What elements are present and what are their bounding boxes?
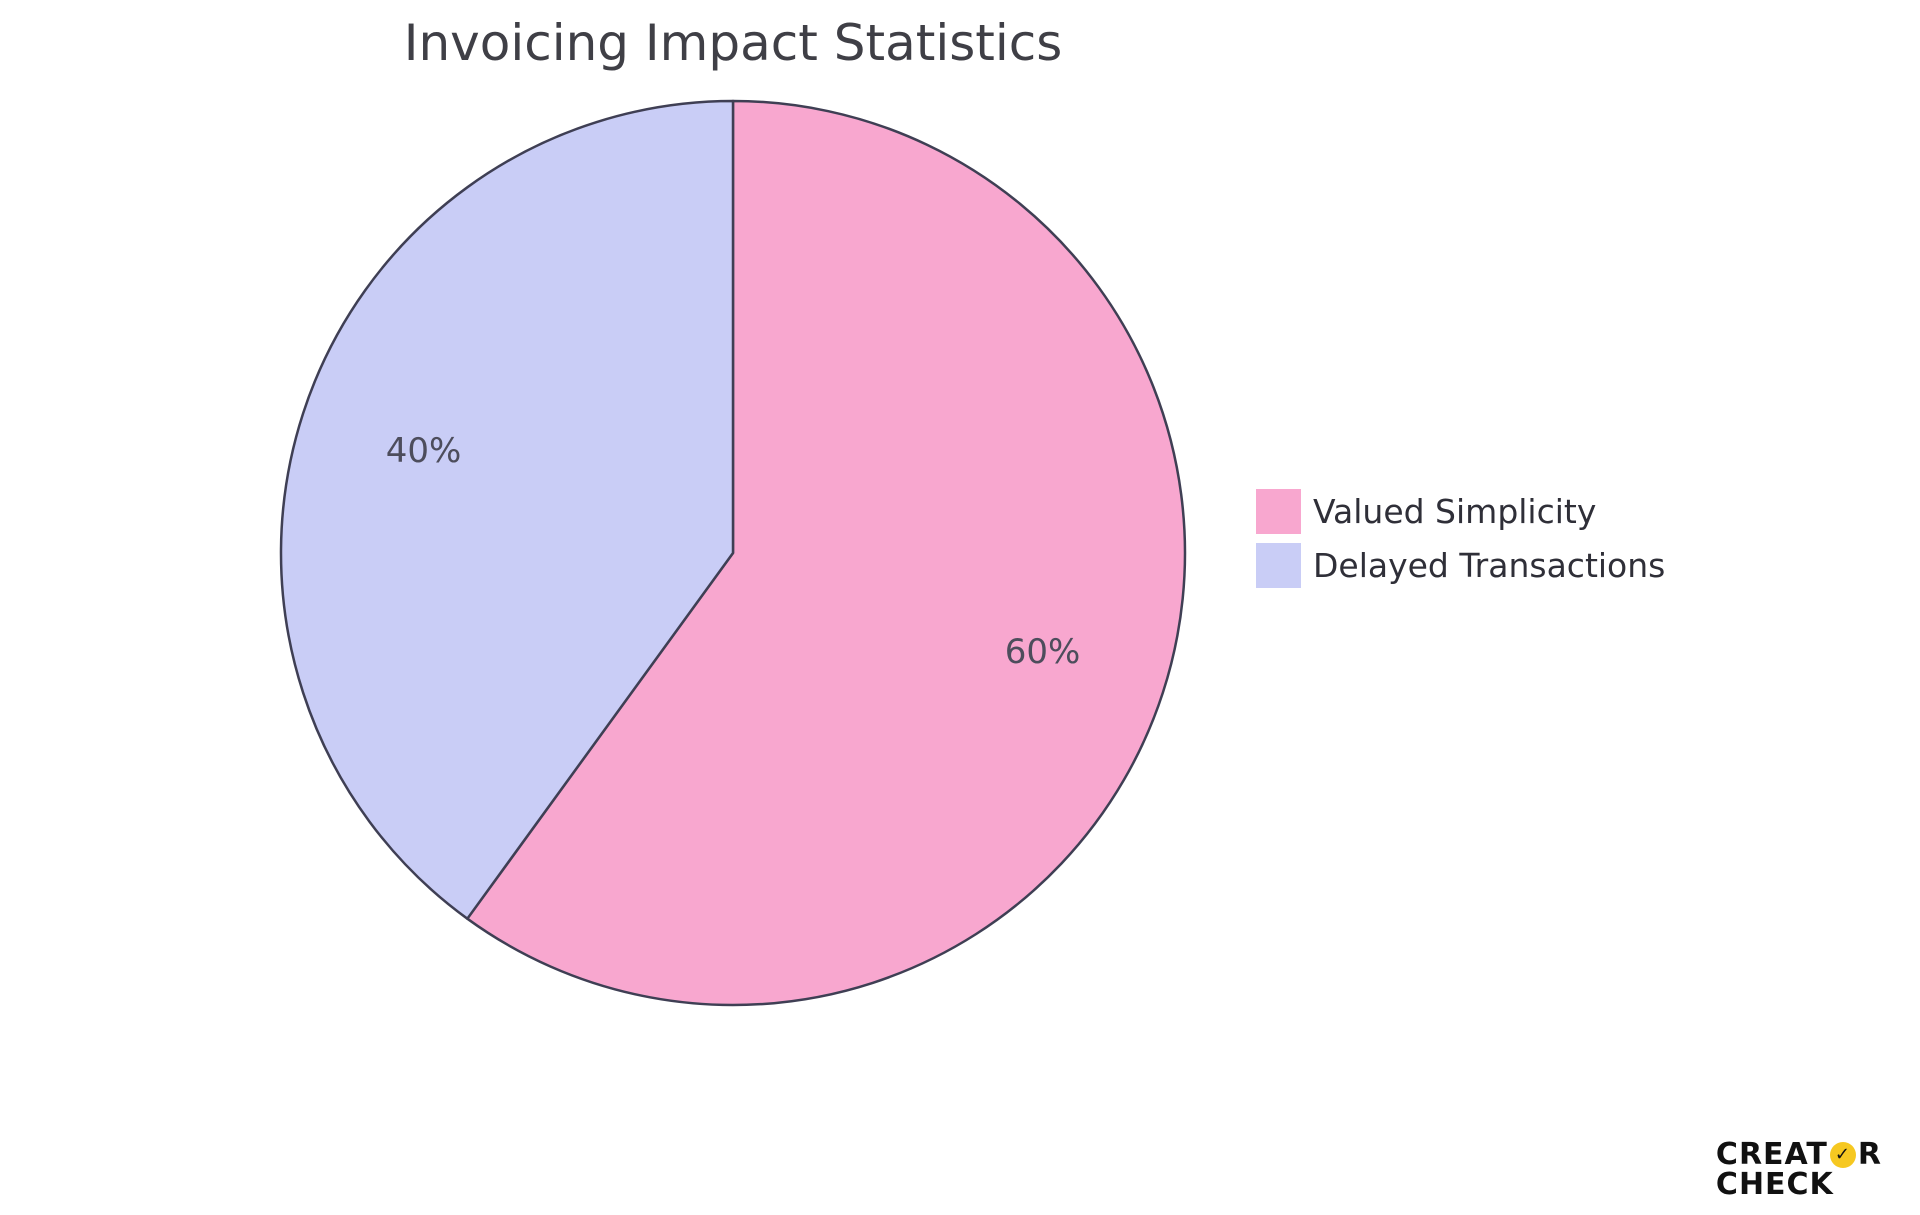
legend-swatch-delayed-transactions (1256, 543, 1301, 588)
legend-item: Valued Simplicity (1256, 489, 1665, 534)
legend-swatch-valued-simplicity (1256, 489, 1301, 534)
pie-slice-percentage-label: 40% (386, 431, 462, 471)
legend-label-delayed-transactions: Delayed Transactions (1313, 546, 1666, 585)
legend-item: Delayed Transactions (1256, 543, 1665, 588)
chart-title: Invoicing Impact Statistics (403, 14, 1063, 72)
pie-slice-percentage-label: 60% (1005, 632, 1081, 672)
creator-line1-suffix: R (1857, 1136, 1882, 1172)
pie-slice-valued-simplicity (466, 99, 1187, 1007)
creator-watermark-line2: CHECK (1715, 1167, 1834, 1203)
creator-check-watermark: CREAT ✓ R CHECK (1715, 1136, 1882, 1203)
pie-slice-delayed-transactions (279, 99, 735, 920)
creator-line1-prefix: CREAT (1715, 1136, 1828, 1172)
legend: Valued Simplicity Delayed Transactions (1256, 489, 1665, 588)
legend-label-valued-simplicity: Valued Simplicity (1313, 492, 1597, 531)
check-circle-icon: ✓ (1829, 1142, 1856, 1169)
creator-watermark-line1: CREAT ✓ R (1715, 1136, 1882, 1172)
